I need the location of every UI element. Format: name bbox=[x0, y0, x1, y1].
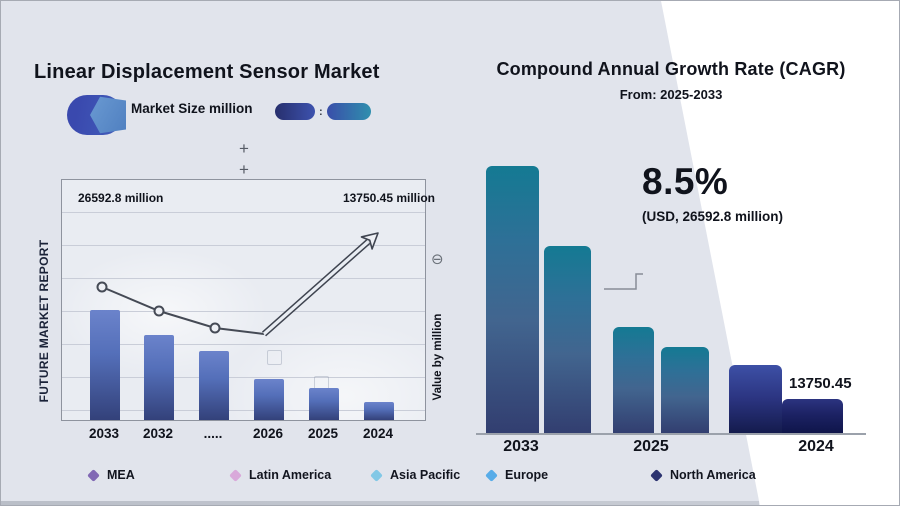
market-bar-2024 bbox=[364, 402, 394, 420]
x-axis-labels: 2033 2032..... 2026 2025 2024 bbox=[61, 426, 426, 444]
market-size-label: Market Size million bbox=[131, 101, 253, 116]
year-label-2024: 2024 bbox=[798, 438, 834, 455]
diamond-icon bbox=[229, 468, 242, 482]
cagr-bar-5 bbox=[782, 399, 843, 433]
cagr-bar-1 bbox=[544, 246, 591, 433]
end-value-label: 13750.45 bbox=[789, 375, 852, 392]
legend-label: North America bbox=[670, 468, 756, 482]
watermark-icon bbox=[267, 350, 282, 365]
pill-dark-icon bbox=[275, 103, 315, 120]
cagr-percentage: 8.5% bbox=[642, 161, 729, 202]
chart-zoom-controls: + + bbox=[235, 138, 253, 180]
x-tick-label: 2024 bbox=[362, 426, 394, 441]
ratio-separator: : bbox=[319, 105, 323, 118]
diamond-icon bbox=[370, 468, 383, 482]
end-value-annotation: 13750.45 million bbox=[342, 191, 435, 205]
page-title: Linear Displacement Sensor Market bbox=[34, 61, 380, 83]
market-bar-2025 bbox=[309, 388, 339, 420]
cagr-bar-2 bbox=[613, 327, 654, 433]
diamond-icon bbox=[650, 468, 663, 482]
cagr-value-block: 8.5% (USD, 26592.8 million) bbox=[642, 161, 783, 224]
market-bar-2026 bbox=[254, 379, 284, 420]
value-axis-label: Value by million bbox=[432, 313, 444, 401]
x-tick-label: 2033 bbox=[88, 426, 120, 441]
x-tick-label: 2026 bbox=[252, 426, 284, 441]
market-size-chart: 26592.8 million 13750.45 million bbox=[61, 179, 435, 421]
cagr-chart: 13750.45 2033 2025 2024 bbox=[471, 151, 873, 461]
start-value-annotation: 26592.8 million bbox=[78, 191, 164, 205]
plus-icon[interactable]: + bbox=[239, 160, 249, 179]
legend-item: MEA bbox=[87, 465, 135, 485]
cagr-bar-4 bbox=[729, 365, 782, 433]
legend-item: Europe bbox=[485, 465, 549, 485]
minus-circle-icon[interactable]: ⊖ bbox=[431, 251, 444, 268]
diamond-icon bbox=[485, 468, 498, 482]
market-size-plot-area bbox=[62, 180, 425, 420]
cagr-subtitle: From: 2025-2033 bbox=[619, 87, 723, 102]
legend-label: Latin America bbox=[249, 468, 332, 482]
legend-item: Asia Pacific bbox=[370, 465, 461, 485]
legend-label: MEA bbox=[107, 468, 135, 482]
ratio-pills: : bbox=[275, 103, 371, 120]
diamond-icon bbox=[87, 468, 100, 482]
brand-side-label: FUTURE MARKET REPORT bbox=[37, 239, 51, 403]
cagr-bar-3 bbox=[661, 347, 709, 433]
cagr-header: Compound Annual Growth Rate (CAGR) From:… bbox=[453, 59, 889, 102]
x-tick-label: 2025 bbox=[307, 426, 339, 441]
plus-icon[interactable]: + bbox=[239, 139, 249, 158]
market-size-icon bbox=[67, 95, 126, 135]
cagr-usd-note: (USD, 26592.8 million) bbox=[642, 209, 784, 224]
cagr-title: Compound Annual Growth Rate (CAGR) bbox=[496, 59, 846, 79]
legend-item: Latin America bbox=[229, 465, 332, 485]
legend-item: North America bbox=[650, 465, 756, 485]
year-label-2025: 2025 bbox=[633, 438, 669, 455]
x-axis-line bbox=[476, 433, 866, 435]
market-bar-2032 bbox=[144, 335, 174, 420]
pill-teal-icon bbox=[326, 103, 371, 120]
legend-label: Europe bbox=[505, 468, 549, 482]
region-legend: MEA Latin America Asia Pacific Europe North … bbox=[1, 465, 899, 489]
cagr-bar-0 bbox=[486, 166, 539, 433]
x-tick-label: ..... bbox=[203, 426, 223, 441]
x-tick-label: 2032 bbox=[142, 426, 174, 441]
market-bar-2033 bbox=[90, 310, 120, 420]
year-label-2033: 2033 bbox=[503, 438, 539, 455]
market-bar-..... bbox=[199, 351, 229, 420]
legend-label: Asia Pacific bbox=[390, 468, 461, 482]
bottom-frame-line bbox=[1, 501, 759, 505]
